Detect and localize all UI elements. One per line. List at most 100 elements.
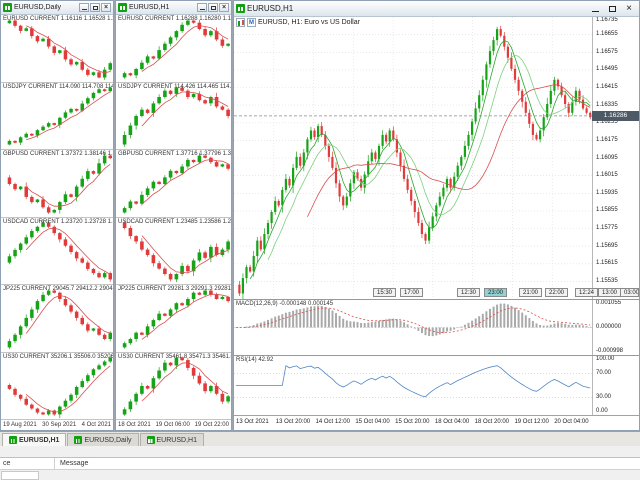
price-axis-label: 1.15615 (596, 260, 618, 267)
date-label: 14 Oct 12:00 (315, 419, 350, 425)
mini-chart-canvas[interactable] (1, 218, 113, 284)
mini-chart-label: US30 CURRENT 35206.1 35506.0 35206.1 (3, 353, 113, 360)
mini-chart-list: EURUSD CURRENT 1.16288 1.16280 1.16236 US… (116, 15, 231, 419)
mini-chart-canvas[interactable] (1, 16, 113, 82)
indicator-icon[interactable] (247, 18, 256, 27)
close-button[interactable]: × (101, 3, 111, 12)
price-axis-label: 1.16015 (596, 172, 618, 179)
date-label: 13 Oct 2021 (236, 419, 269, 425)
window-title: EURUSD,H1 (247, 4, 294, 13)
mini-chart-canvas[interactable] (116, 151, 231, 217)
price-axis[interactable]: 1.16735 1.16655 1.16575 1.16495 1.16415 1.163… (592, 17, 639, 299)
mini-chart-usdcad[interactable]: USDCAD CURRENT 1.23720 1.23728 1.23 (1, 217, 113, 285)
price-chart-pane[interactable]: EURUSD, H1: Euro vs US Dollar 1.16735 1.1… (234, 17, 639, 299)
time-marker[interactable]: 21:00 (519, 288, 542, 297)
mini-chart-jp225[interactable]: JP225 CURRENT 29281.3 29291.3 29281.3 (116, 285, 231, 353)
mini-chart-eurusd[interactable]: EURUSD CURRENT 1.16288 1.16280 1.16236 (116, 15, 231, 83)
rsi-chart-canvas[interactable] (234, 356, 592, 415)
mini-chart-gbpusd[interactable]: GBPUSD CURRENT 1.37716 1.37796 1.37644 (116, 150, 231, 218)
mdi-tab-eurusd-daily[interactable]: EURUSD,Daily (67, 433, 139, 446)
journal-column-message[interactable]: Message (60, 460, 89, 467)
date-label: 18 Oct 04:00 (434, 419, 470, 425)
time-marker[interactable]: 13:00 (598, 288, 621, 297)
window-titlebar[interactable]: EURUSD,H1 × (116, 1, 231, 15)
mini-chart-usdjpy[interactable]: USDJPY CURRENT 114.090 114.708 114 (1, 82, 113, 150)
mini-chart-canvas[interactable] (1, 151, 113, 217)
pane-splitter[interactable] (234, 299, 639, 300)
rsi-pane[interactable]: RSI(14) 42.92 100.00 70.00 30.00 0.00 (234, 356, 639, 415)
tab-label: EURUSD,Daily (84, 436, 132, 444)
minimize-button[interactable] (587, 2, 603, 15)
candlestick-chart-canvas[interactable] (234, 17, 592, 299)
time-marker[interactable]: 23:00 (484, 288, 507, 297)
mini-chart-canvas[interactable] (116, 218, 231, 284)
date-label: 15 Oct 20:00 (395, 419, 430, 425)
time-marker-row: 15:30 17:00 12:30 23:00 21:00 22:00 12:24 13:00… (234, 287, 639, 297)
time-marker[interactable]: 12:30 (457, 288, 480, 297)
price-axis-label: 1.16495 (596, 66, 618, 73)
mdi-tab-eurusd-h1[interactable]: EURUSD,H1 (139, 433, 204, 446)
window-eurusd-daily[interactable]: EURUSD,Daily × EURUSD CURRENT 1.16116 1.… (0, 0, 114, 431)
chart-legend: EURUSD, H1: Euro vs US Dollar (236, 18, 360, 27)
chart-icon (236, 4, 245, 13)
rsi-axis[interactable]: 100.00 70.00 30.00 0.00 (592, 356, 639, 415)
macd-axis[interactable]: 0.001055 0.000000 -0.000998 (592, 300, 639, 355)
time-marker[interactable]: 22:00 (545, 288, 568, 297)
rsi-axis-label: 30.00 (596, 393, 612, 400)
maximize-button[interactable] (604, 2, 620, 15)
mini-chart-canvas[interactable] (116, 16, 231, 82)
time-marker[interactable]: 12:24 (575, 288, 598, 297)
mdi-tab-eurusd-h1[interactable]: EURUSD,H1 (2, 433, 67, 446)
time-marker[interactable]: 17:00 (400, 288, 423, 297)
mini-chart-jp225[interactable]: JP225 CURRENT 29045.7 29412.2 29045.7 (1, 285, 113, 353)
journal-column-source[interactable]: ce (0, 458, 55, 469)
price-axis-label: 1.16415 (596, 84, 618, 90)
window-controls: × (79, 3, 111, 12)
mini-chart-canvas[interactable] (116, 353, 231, 419)
mini-chart-gbpusd[interactable]: GBPUSD CURRENT 1.37372 1.38146 1.37 (1, 150, 113, 218)
time-axis[interactable]: 13 Oct 2021 13 Oct 20:00 14 Oct 12:00 15 Oc… (234, 415, 639, 430)
restore-button[interactable] (208, 3, 218, 12)
mini-chart-us30[interactable]: US30 CURRENT 35461.8 35471.3 35461.0 (116, 352, 231, 419)
mdi-tab-bar: EURUSD,H1 EURUSD,Daily EURUSD,H1 (0, 431, 640, 446)
price-axis-label: 1.16335 (596, 101, 618, 108)
macd-axis-label: 0.000000 (596, 324, 622, 330)
date-label: 19 Oct 12:00 (514, 419, 549, 425)
restore-button[interactable] (90, 3, 100, 12)
date-label: 15 Oct 04:00 (355, 419, 390, 425)
price-axis-label: 1.16735 (596, 17, 618, 23)
window-eurusd-h1-mini[interactable]: EURUSD,H1 × EURUSD CURRENT 1.16288 1.162… (115, 0, 232, 431)
mini-chart-us30[interactable]: US30 CURRENT 35206.1 35506.0 35206.1 (1, 352, 113, 419)
window-eurusd-h1-main[interactable]: EURUSD,H1 × EURUSD, H1: Euro vs US Dolla… (233, 0, 640, 431)
macd-label: MACD(12,26,9) -0.000148 0.000145 (236, 301, 334, 307)
close-button[interactable]: × (626, 2, 632, 14)
chart-icon (146, 436, 155, 444)
time-marker[interactable]: 14:0 (638, 288, 639, 297)
mini-chart-canvas[interactable] (116, 83, 231, 149)
window-titlebar[interactable]: EURUSD,Daily × (1, 1, 113, 15)
macd-pane[interactable]: MACD(12,26,9) -0.000148 0.000145 0.00105… (234, 300, 639, 355)
time-marker[interactable]: 15:30 (373, 288, 396, 297)
pane-splitter[interactable] (234, 355, 639, 356)
price-axis-label: 1.16255 (596, 119, 618, 126)
mini-chart-label: US30 CURRENT 35461.8 35471.3 35461.0 (118, 353, 231, 360)
window-titlebar[interactable]: EURUSD,H1 × (234, 1, 639, 17)
price-axis-label: 1.16655 (596, 31, 618, 38)
macd-axis-label: 0.001055 (596, 300, 622, 306)
mini-chart-canvas[interactable] (116, 286, 231, 352)
mini-chart-canvas[interactable] (1, 286, 113, 352)
minimize-button[interactable] (79, 3, 89, 12)
date-label: 30 Sep 2021 (42, 422, 77, 428)
macd-chart-canvas[interactable] (234, 300, 592, 355)
mini-chart-usdjpy[interactable]: USDJPY CURRENT 114.426 114.465 114.426 (116, 82, 231, 150)
mini-chart-canvas[interactable] (1, 353, 113, 419)
time-marker[interactable]: 03:00 (620, 288, 639, 297)
minimize-button[interactable] (197, 3, 207, 12)
close-button[interactable]: × (219, 3, 229, 12)
mini-chart-eurusd[interactable]: EURUSD CURRENT 1.16116 1.16528 1.16 (1, 15, 113, 83)
date-label: 18 Oct 2021 (118, 422, 151, 428)
mini-chart-label: EURUSD CURRENT 1.16288 1.16280 1.16236 (118, 16, 231, 22)
mini-chart-usdcad[interactable]: USDCAD CURRENT 1.23485 1.23586 1.23485 (116, 217, 231, 285)
candles-icon[interactable] (236, 18, 245, 27)
mini-chart-canvas[interactable] (1, 83, 113, 149)
